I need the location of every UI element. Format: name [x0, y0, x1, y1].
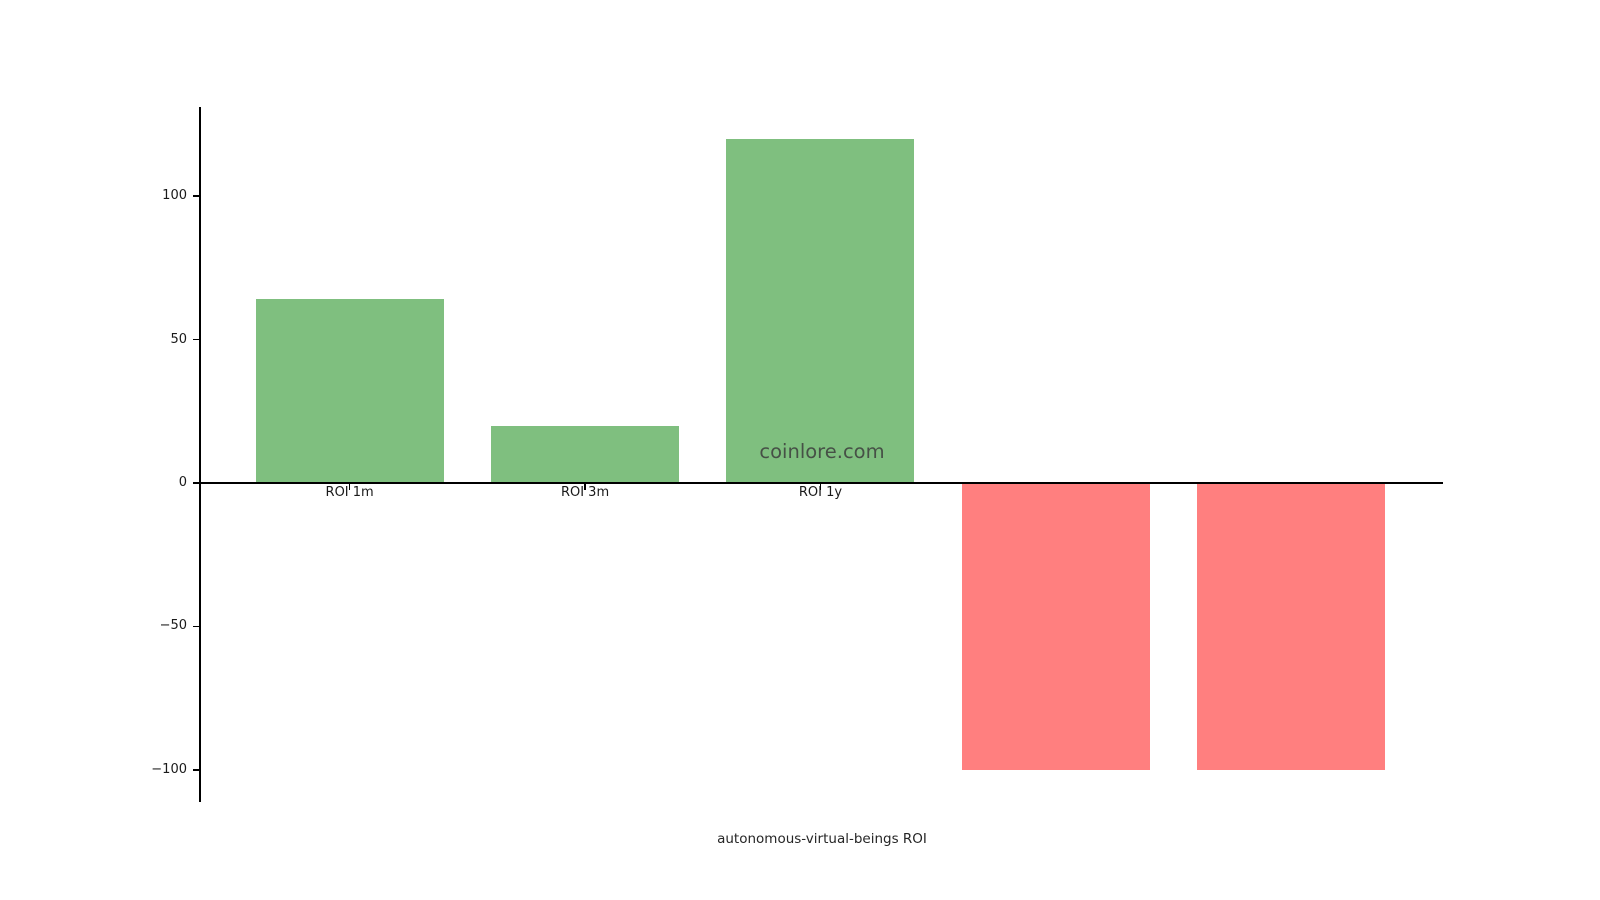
bar: [726, 138, 915, 483]
x-tick-label: ROI 1m: [325, 485, 374, 500]
y-tick-label: 100: [162, 188, 187, 204]
bar: [491, 425, 680, 483]
x-tick-label: ROI 3m: [560, 485, 610, 500]
y-tick-label: −50: [159, 618, 187, 634]
watermark: coinlore.com: [759, 440, 885, 463]
bar: [1197, 483, 1386, 770]
x-tick: [348, 483, 351, 490]
x-axis-title: autonomous-virtual-beings ROI: [717, 831, 927, 847]
y-tick: [193, 769, 199, 771]
bar: [961, 483, 1150, 770]
y-tick: [193, 482, 199, 484]
y-tick: [193, 195, 199, 197]
y-tick-label: 50: [170, 331, 187, 347]
x-tick-label: ROI 1y: [798, 485, 843, 500]
y-tick-label: 0: [178, 475, 187, 490]
y-axis-spine: [199, 107, 201, 802]
x-tick: [819, 483, 822, 490]
y-tick-label: −100: [151, 761, 187, 777]
y-tick: [193, 625, 199, 628]
bar: [255, 299, 444, 483]
y-tick: [193, 338, 199, 341]
x-tick: [584, 483, 586, 490]
